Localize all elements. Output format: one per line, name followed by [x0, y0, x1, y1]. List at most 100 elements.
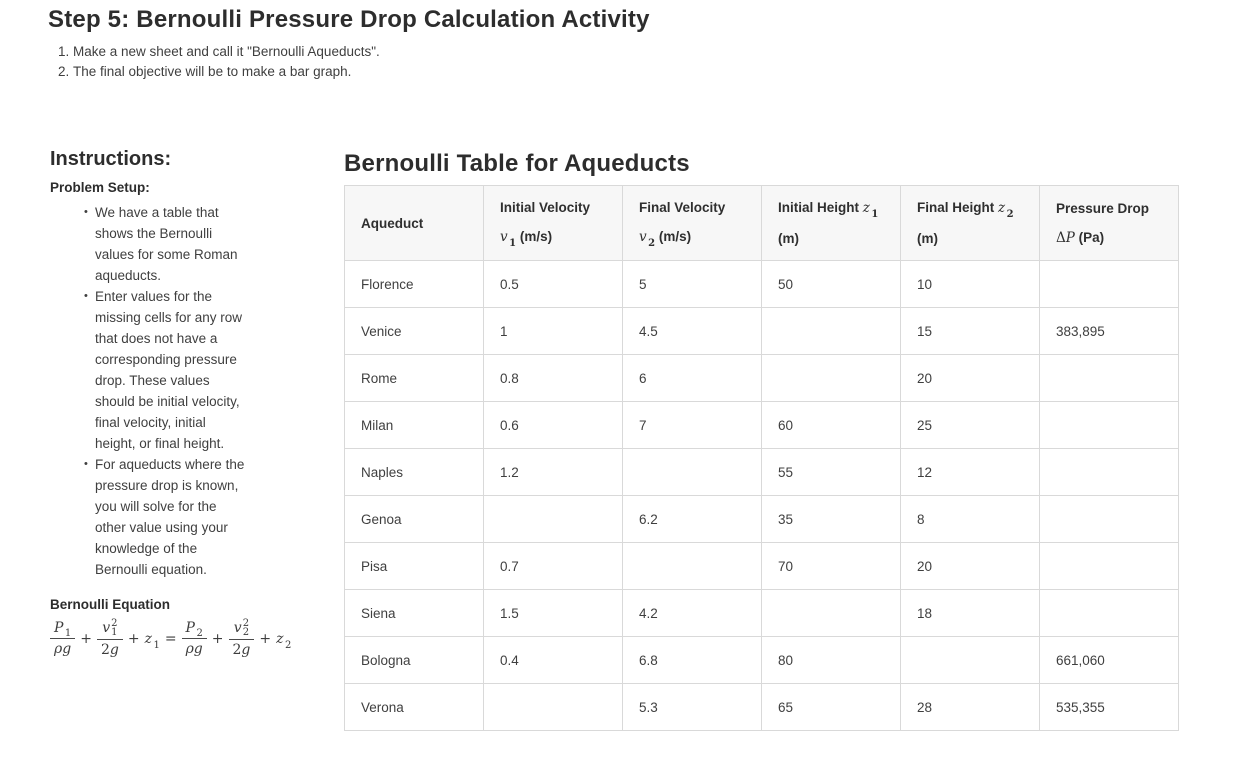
cell-pressure-drop [1039, 448, 1179, 496]
table-row: Siena 1.5 4.2 18 [344, 589, 1179, 637]
cell-final-height: 28 [900, 683, 1040, 731]
setup-steps: Make a new sheet and call it "Bernoulli … [52, 42, 380, 82]
table-row: Florence 0.5 5 50 10 [344, 260, 1179, 308]
table-title: Bernoulli Table for Aqueducts [344, 150, 690, 177]
cell-aqueduct: Verona [344, 683, 484, 731]
cell-pressure-drop [1039, 260, 1179, 308]
cell-initial-velocity: 0.7 [483, 542, 623, 590]
cell-initial-velocity: 0.8 [483, 354, 623, 402]
bernoulli-equation: P 1 ρg + v 2 1 2g + z 1 = P 2 ρg + v 2 2 2g + z 2 [50, 619, 300, 658]
cell-aqueduct: Siena [344, 589, 484, 637]
cell-pressure-drop: 661,060 [1039, 636, 1179, 684]
cell-initial-height [761, 589, 901, 637]
equation-fraction: P 2 ρg [181, 620, 207, 657]
instructions-heading: Instructions: [50, 148, 172, 170]
cell-final-velocity: 5.3 [622, 683, 762, 731]
setup-step-2: The final objective will be to make a ba… [73, 62, 380, 82]
cell-initial-height: 50 [761, 260, 901, 308]
bullet-item: We have a table that shows the Bernoulli… [84, 202, 248, 286]
instructions-panel: Instructions: Problem Setup: We have a t… [50, 148, 300, 658]
setup-step-1: Make a new sheet and call it "Bernoulli … [73, 42, 380, 62]
cell-aqueduct: Venice [344, 307, 484, 355]
cell-initial-velocity: 1.2 [483, 448, 623, 496]
cell-initial-velocity [483, 683, 623, 731]
cell-final-height [900, 636, 1040, 684]
cell-initial-height [761, 354, 901, 402]
cell-initial-velocity: 1.5 [483, 589, 623, 637]
cell-initial-height: 60 [761, 401, 901, 449]
table-row: Verona 5.3 65 28 535,355 [344, 683, 1179, 731]
cell-aqueduct: Rome [344, 354, 484, 402]
cell-initial-velocity: 0.4 [483, 636, 623, 684]
aqueduct-table-body: Florence 0.5 5 50 10 Venice 1 4.5 15 383,895 Rome 0… [344, 260, 1179, 731]
cell-final-height: 25 [900, 401, 1040, 449]
table-row: Rome 0.8 6 20 [344, 354, 1179, 402]
cell-final-velocity: 6.8 [622, 636, 762, 684]
bullet-item: Enter values for the missing cells for a… [84, 286, 248, 454]
cell-pressure-drop [1039, 542, 1179, 590]
cell-final-height: 8 [900, 495, 1040, 543]
cell-pressure-drop: 383,895 [1039, 307, 1179, 355]
cell-final-velocity: 4.5 [622, 307, 762, 355]
cell-final-velocity: 6 [622, 354, 762, 402]
cell-final-height: 12 [900, 448, 1040, 496]
cell-initial-height: 55 [761, 448, 901, 496]
equation-fraction: v 2 1 2g [96, 619, 123, 658]
cell-final-height: 10 [900, 260, 1040, 308]
cell-pressure-drop [1039, 589, 1179, 637]
cell-aqueduct: Florence [344, 260, 484, 308]
bullet-item: For aqueducts where the pressure drop is… [84, 454, 248, 580]
cell-initial-velocity [483, 495, 623, 543]
cell-initial-velocity: 0.6 [483, 401, 623, 449]
page-title: Step 5: Bernoulli Pressure Drop Calculat… [48, 6, 650, 33]
cell-final-velocity: 6.2 [622, 495, 762, 543]
cell-final-velocity [622, 448, 762, 496]
cell-pressure-drop [1039, 354, 1179, 402]
cell-pressure-drop [1039, 495, 1179, 543]
cell-initial-height: 80 [761, 636, 901, 684]
table-row: Milan 0.6 7 60 25 [344, 401, 1179, 449]
equation-fraction: P 1 ρg [50, 620, 76, 657]
table-row: Bologna 0.4 6.8 80 661,060 [344, 636, 1179, 684]
table-panel: Bernoulli Table for Aqueducts Aqueduct In… [344, 150, 1182, 731]
cell-final-height: 20 [900, 354, 1040, 402]
cell-initial-height [761, 307, 901, 355]
cell-initial-velocity: 0.5 [483, 260, 623, 308]
table-row: Pisa 0.7 70 20 [344, 542, 1179, 590]
cell-final-velocity: 4.2 [622, 589, 762, 637]
cell-final-height: 20 [900, 542, 1040, 590]
cell-initial-height: 35 [761, 495, 901, 543]
cell-aqueduct: Pisa [344, 542, 484, 590]
table-row: Genoa 6.2 35 8 [344, 495, 1179, 543]
cell-final-velocity: 7 [622, 401, 762, 449]
cell-aqueduct: Milan [344, 401, 484, 449]
problem-setup-bullets: We have a table that shows the Bernoulli… [84, 202, 248, 580]
column-header-pressure-drop: Pressure Drop ΔP (Pa) [1039, 185, 1179, 261]
cell-final-height: 15 [900, 307, 1040, 355]
cell-pressure-drop [1039, 401, 1179, 449]
cell-initial-velocity: 1 [483, 307, 623, 355]
cell-final-velocity [622, 542, 762, 590]
table-row: Naples 1.2 55 12 [344, 448, 1179, 496]
cell-aqueduct: Bologna [344, 636, 484, 684]
cell-initial-height: 65 [761, 683, 901, 731]
cell-final-velocity: 5 [622, 260, 762, 308]
cell-aqueduct: Naples [344, 448, 484, 496]
equation-fraction: v 2 2 2g [228, 619, 255, 658]
column-header-aqueduct: Aqueduct [344, 185, 484, 261]
problem-setup-heading: Problem Setup: [50, 180, 150, 195]
cell-pressure-drop: 535,355 [1039, 683, 1179, 731]
cell-final-height: 18 [900, 589, 1040, 637]
table-row: Venice 1 4.5 15 383,895 [344, 307, 1179, 355]
cell-initial-height: 70 [761, 542, 901, 590]
bernoulli-equation-heading: Bernoulli Equation [50, 597, 170, 612]
